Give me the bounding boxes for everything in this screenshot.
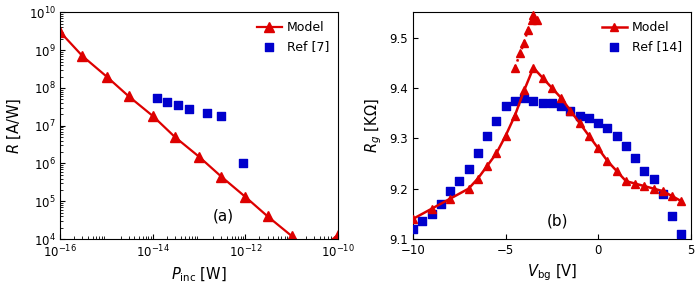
Ref [14] (416, 219, 428, 224)
Ref [14] (444, 189, 456, 193)
Ref [14] (528, 98, 539, 103)
X-axis label: $V_\mathrm{bg}$ [V]: $V_\mathrm{bg}$ [V] (526, 262, 577, 283)
Model (529, 66, 538, 70)
Ref [14] (639, 169, 650, 173)
Model (446, 197, 454, 200)
Ref [14] (574, 113, 585, 118)
Text: (b): (b) (546, 213, 568, 229)
Ref [14] (648, 176, 659, 181)
Model (217, 175, 225, 178)
Model (334, 233, 342, 236)
Model (520, 89, 528, 92)
Model (612, 169, 621, 173)
Line: Model: Model (410, 64, 685, 223)
Model (56, 30, 64, 34)
Ref [14] (620, 144, 631, 148)
Legend: Model, Ref [14]: Model, Ref [14] (599, 19, 685, 56)
Model (566, 109, 575, 112)
Ref [14] (473, 151, 484, 156)
Model (263, 215, 272, 218)
Y-axis label: $R_g$ [K$\Omega$]: $R_g$ [K$\Omega$] (363, 98, 384, 153)
Model (584, 134, 593, 137)
Model (474, 177, 482, 180)
Model (678, 200, 686, 203)
Ref [14] (583, 116, 594, 120)
Ref [14] (537, 101, 548, 105)
Model (288, 234, 296, 238)
Ref [7] (216, 114, 227, 118)
Model (501, 134, 510, 137)
Ref [14] (666, 214, 678, 219)
Text: (a): (a) (213, 209, 234, 224)
Ref [7] (172, 103, 183, 108)
Model (492, 152, 500, 155)
Legend: Model, Ref [7]: Model, Ref [7] (254, 19, 332, 56)
Model (171, 135, 179, 139)
Ref [14] (510, 98, 521, 103)
Ref [7] (161, 100, 172, 104)
Model (102, 75, 111, 78)
Ref [14] (546, 101, 557, 105)
Ref [14] (435, 202, 447, 206)
Y-axis label: $R$ [A/W]: $R$ [A/W] (6, 97, 23, 154)
Model (464, 187, 473, 191)
Ref [14] (611, 133, 622, 138)
Model (603, 159, 612, 163)
Model (594, 147, 603, 150)
Ref [14] (463, 166, 474, 171)
X-axis label: $P_\mathrm{inc}$ [W]: $P_\mathrm{inc}$ [W] (172, 266, 227, 284)
Model (241, 195, 250, 199)
Model (557, 96, 566, 100)
Ref [14] (657, 191, 668, 196)
Model (547, 86, 556, 90)
Ref [14] (426, 211, 438, 216)
Model (511, 114, 519, 117)
Ref [7] (183, 106, 195, 111)
Model (195, 155, 204, 159)
Ref [7] (238, 161, 249, 166)
Model (650, 187, 658, 191)
Model (483, 164, 491, 168)
Model (640, 184, 649, 188)
Model (538, 76, 547, 79)
Model (428, 207, 436, 211)
Ref [14] (454, 179, 465, 183)
Ref [14] (629, 156, 641, 161)
Model (125, 95, 133, 98)
Model (148, 114, 157, 118)
Ref [14] (407, 226, 419, 231)
Model (668, 195, 676, 198)
Model (622, 179, 630, 183)
Model (309, 253, 318, 257)
Model (631, 182, 639, 185)
Model (659, 189, 667, 193)
Model (78, 54, 87, 58)
Ref [14] (500, 103, 511, 108)
Model (575, 122, 584, 125)
Ref [7] (202, 110, 213, 115)
Ref [14] (602, 126, 613, 130)
Ref [7] (151, 95, 162, 100)
Ref [14] (556, 103, 567, 108)
Model (409, 217, 417, 221)
Ref [14] (593, 121, 604, 126)
Ref [14] (491, 118, 502, 123)
Ref [14] (565, 108, 576, 113)
Ref [14] (676, 232, 687, 236)
Ref [14] (482, 133, 493, 138)
Ref [14] (519, 96, 530, 100)
Line: Model: Model (56, 28, 342, 260)
